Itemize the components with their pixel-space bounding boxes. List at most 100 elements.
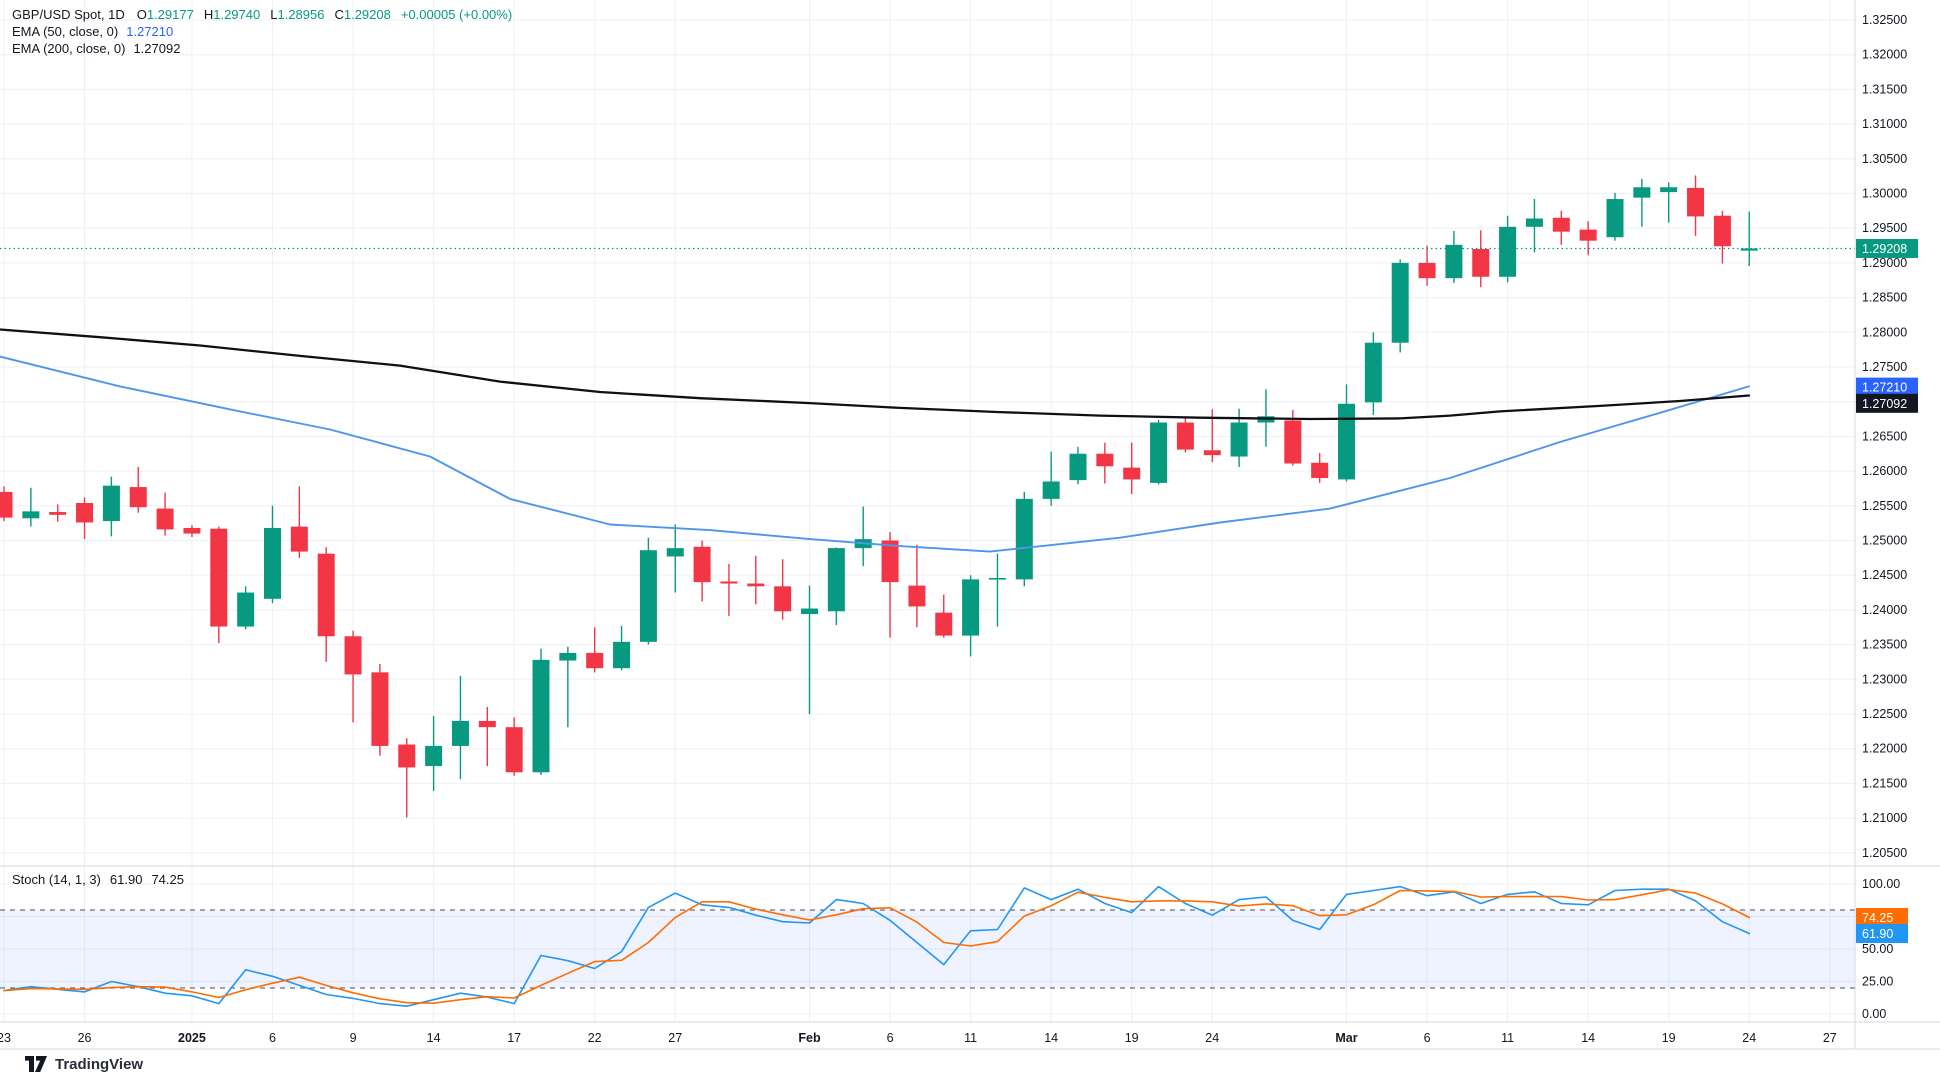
svg-text:1.29000: 1.29000 (1862, 256, 1907, 270)
candle (801, 585, 818, 714)
svg-text:74.25: 74.25 (1862, 911, 1893, 925)
candle (1660, 182, 1678, 223)
svg-text:27: 27 (668, 1031, 682, 1045)
svg-text:19: 19 (1662, 1031, 1676, 1045)
candle (532, 648, 550, 776)
candle (1740, 211, 1758, 266)
legend: GBP/USD Spot, 1D O1.29177 H1.29740 L1.28956… (12, 6, 512, 57)
svg-text:26: 26 (78, 1031, 92, 1045)
svg-text:17: 17 (507, 1031, 521, 1045)
svg-text:27: 27 (1823, 1031, 1837, 1045)
candle (1445, 230, 1463, 284)
svg-text:1.20500: 1.20500 (1862, 846, 1907, 860)
candle (935, 594, 953, 638)
candle (1069, 446, 1087, 485)
ema200-badge: 1.27092 (1856, 393, 1918, 413)
separators (0, 0, 1940, 1050)
svg-text:1.27210: 1.27210 (1862, 381, 1907, 395)
svg-text:1.22000: 1.22000 (1862, 742, 1907, 756)
svg-text:1.25500: 1.25500 (1862, 499, 1907, 513)
svg-text:24: 24 (1205, 1031, 1219, 1045)
candle (881, 532, 899, 638)
ema-200-line (0, 328, 1751, 421)
svg-text:Mar: Mar (1335, 1031, 1357, 1045)
candle (1713, 210, 1731, 264)
svg-text:24: 24 (1742, 1031, 1756, 1045)
svg-text:1.27092: 1.27092 (1862, 397, 1907, 411)
svg-text:1.26000: 1.26000 (1862, 464, 1907, 478)
svg-text:1.28500: 1.28500 (1862, 291, 1907, 305)
candle (586, 627, 604, 673)
candle (1472, 230, 1490, 288)
candle (747, 555, 765, 605)
stoch-d-badge: 74.25 (1856, 907, 1908, 927)
time-axis[interactable]: 23 26 2025 6 9 14 17 22 27 Feb 6 11 14 19 24 Mar 6 11 14 19… (0, 1031, 1837, 1045)
svg-text:1.29208: 1.29208 (1862, 242, 1907, 256)
svg-text:6: 6 (887, 1031, 894, 1045)
stoch-label[interactable]: Stoch (14, 1, 3) (12, 872, 101, 887)
candle (720, 564, 738, 617)
svg-text:1.30000: 1.30000 (1862, 187, 1907, 201)
candle (988, 553, 1006, 627)
svg-text:25.00: 25.00 (1862, 975, 1893, 989)
svg-text:19: 19 (1125, 1031, 1139, 1045)
candle (156, 492, 174, 536)
candle (639, 537, 657, 645)
ema200-label[interactable]: EMA (200, close, 0) (12, 41, 126, 56)
svg-text:100.00: 100.00 (1862, 877, 1900, 891)
svg-text:0.00: 0.00 (1862, 1007, 1886, 1021)
candle (1552, 210, 1570, 245)
candles (0, 175, 1758, 818)
candle (1391, 259, 1409, 353)
candle (1418, 245, 1436, 286)
svg-text:61.90: 61.90 (1862, 927, 1893, 941)
symbol-title[interactable]: GBP/USD Spot, 1D (12, 7, 125, 22)
candle (774, 559, 792, 620)
svg-text:1.24500: 1.24500 (1862, 568, 1907, 582)
stoch-k-value: 61.90 (109, 872, 143, 887)
ema200-row: EMA (200, close, 0) 1.27092 (12, 40, 512, 57)
candle (1015, 491, 1033, 587)
candle (1633, 178, 1651, 227)
svg-text:6: 6 (269, 1031, 276, 1045)
candle (129, 466, 147, 513)
candle (264, 505, 281, 603)
svg-text:50.00: 50.00 (1862, 942, 1893, 956)
ema-lines (0, 328, 1751, 553)
stoch-k-badge: 61.90 (1856, 924, 1908, 944)
candle (854, 506, 872, 567)
candle (962, 575, 980, 657)
svg-text:1.32000: 1.32000 (1862, 48, 1907, 62)
svg-text:1.29500: 1.29500 (1862, 221, 1907, 235)
stoch-d-value: 74.25 (151, 872, 184, 887)
svg-text:1.21000: 1.21000 (1862, 811, 1907, 825)
ema50-label[interactable]: EMA (50, close, 0) (12, 24, 119, 39)
candle (559, 646, 577, 728)
tradingview-logo-text: TradingView (55, 1055, 144, 1073)
ema50-row: EMA (50, close, 0) 1.27210 (12, 23, 512, 40)
svg-text:1.31000: 1.31000 (1862, 117, 1907, 131)
candle (1687, 175, 1705, 236)
svg-text:11: 11 (1501, 1031, 1514, 1045)
candle (1606, 192, 1624, 241)
candle (505, 717, 523, 776)
svg-text:14: 14 (1044, 1031, 1058, 1045)
price-axis[interactable]: 1.32500 1.32000 1.31500 1.31000 1.30500 1.300… (1862, 13, 1907, 1021)
svg-text:9: 9 (350, 1031, 357, 1045)
open-readout: O1.29177 (136, 7, 194, 22)
svg-text:2025: 2025 (178, 1031, 206, 1045)
candle (398, 738, 416, 818)
candle (1311, 453, 1329, 483)
tradingview-logo[interactable]: TradingView (24, 1054, 143, 1074)
svg-text:14: 14 (427, 1031, 441, 1045)
candle (0, 486, 13, 522)
candle (237, 586, 255, 630)
candle (1338, 384, 1355, 482)
svg-text:11: 11 (964, 1031, 977, 1045)
tradingview-logo-icon (25, 1056, 47, 1072)
svg-text:1.32500: 1.32500 (1862, 13, 1907, 27)
low-readout: L1.28956 (270, 7, 325, 22)
change-readout: +0.00005 (+0.00%) (400, 7, 513, 22)
